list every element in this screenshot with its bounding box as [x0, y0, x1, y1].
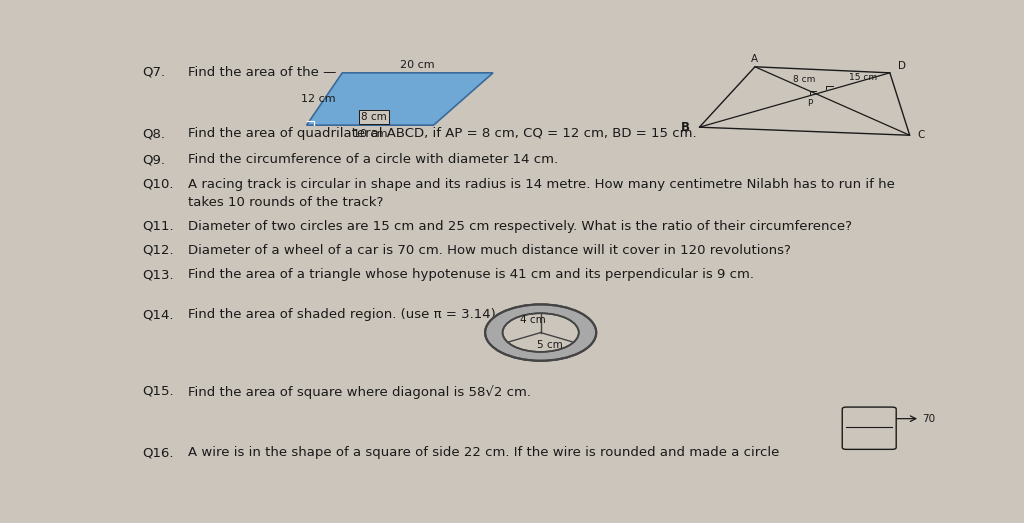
Text: Q7.: Q7.	[142, 65, 166, 78]
Text: 4 cm: 4 cm	[520, 315, 546, 325]
Text: Find the area of shaded region. (use π = 3.14): Find the area of shaded region. (use π =…	[187, 309, 496, 322]
Text: A racing track is circular in shape and its radius is 14 metre. How many centime: A racing track is circular in shape and …	[187, 177, 894, 190]
Text: A wire is in the shape of a square of side 22 cm. If the wire is rounded and mad: A wire is in the shape of a square of si…	[187, 446, 779, 459]
Text: Find the area of a triangle whose hypotenuse is 41 cm and its perpendicular is 9: Find the area of a triangle whose hypote…	[187, 268, 754, 281]
Polygon shape	[306, 73, 494, 125]
Text: 5 cm: 5 cm	[538, 340, 563, 350]
Text: Find the circumference of a circle with diameter 14 cm.: Find the circumference of a circle with …	[187, 153, 558, 166]
Circle shape	[503, 313, 579, 352]
Text: Q10.: Q10.	[142, 177, 174, 190]
Text: Q8.: Q8.	[142, 127, 165, 140]
Text: D: D	[898, 61, 906, 71]
Text: B: B	[681, 121, 690, 134]
Text: 70: 70	[923, 414, 936, 424]
Text: 8 cm: 8 cm	[794, 75, 816, 84]
Text: Diameter of two circles are 15 cm and 25 cm respectively. What is the ratio of t: Diameter of two circles are 15 cm and 25…	[187, 220, 852, 233]
Text: Q13.: Q13.	[142, 268, 174, 281]
Text: Q14.: Q14.	[142, 309, 174, 322]
Text: Find the area of square where diagonal is 58√2 cm.: Find the area of square where diagonal i…	[187, 385, 530, 399]
Text: C: C	[918, 130, 925, 140]
Text: Q16.: Q16.	[142, 446, 174, 459]
Text: Q9.: Q9.	[142, 153, 165, 166]
Text: 12 cm: 12 cm	[301, 94, 336, 104]
Text: Q11.: Q11.	[142, 220, 174, 233]
Text: 10 cm: 10 cm	[353, 129, 387, 139]
Text: 8 cm: 8 cm	[361, 112, 387, 122]
Text: Q12.: Q12.	[142, 244, 174, 257]
Text: Find the area of quadrilateral ABCD, if AP = 8 cm, CQ = 12 cm, BD = 15 cm.: Find the area of quadrilateral ABCD, if …	[187, 127, 696, 140]
Circle shape	[485, 304, 596, 361]
Text: takes 10 rounds of the track?: takes 10 rounds of the track?	[187, 197, 383, 209]
Text: P: P	[807, 99, 812, 108]
Text: Q15.: Q15.	[142, 385, 174, 398]
Text: 15 cm: 15 cm	[849, 73, 878, 82]
Text: A: A	[752, 53, 759, 64]
Text: Find the area of the —: Find the area of the —	[187, 65, 336, 78]
Text: 20 cm: 20 cm	[400, 60, 435, 70]
Text: Diameter of a wheel of a car is 70 cm. How much distance will it cover in 120 re: Diameter of a wheel of a car is 70 cm. H…	[187, 244, 791, 257]
